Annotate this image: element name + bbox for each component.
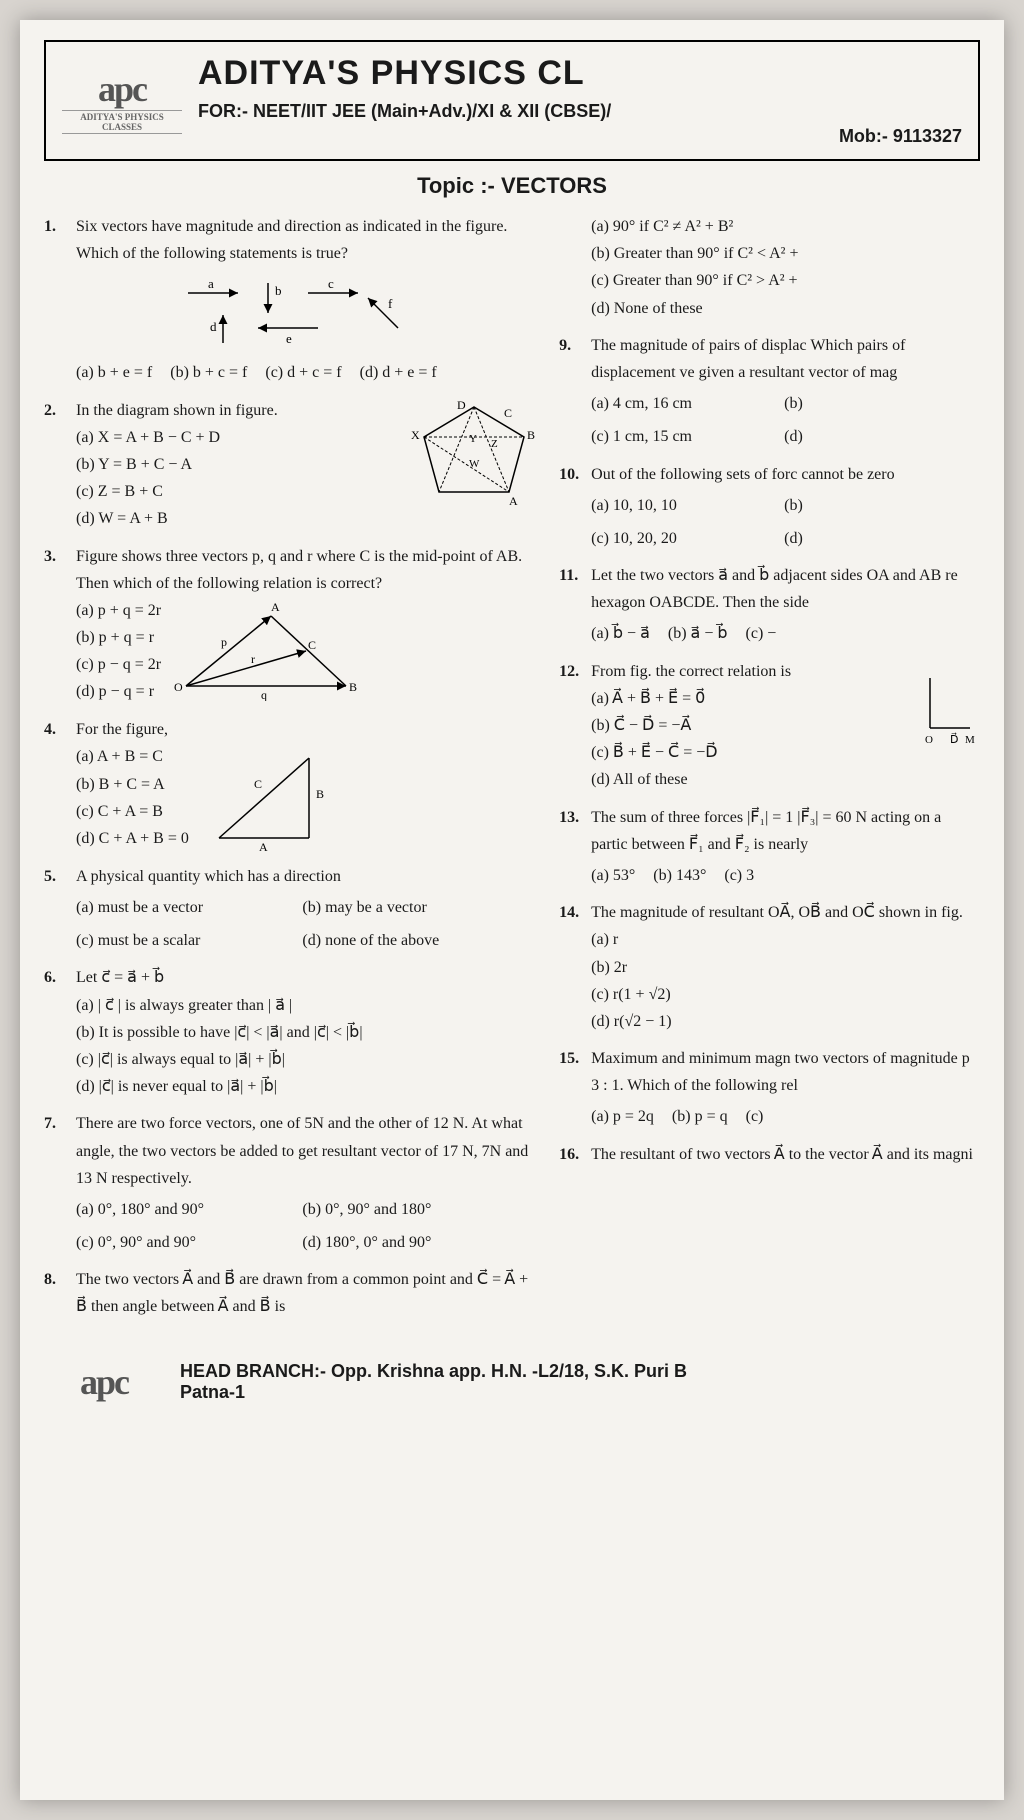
- q13-text: The sum of three forces |F⃗₁| = 1 |F⃗₃| …: [591, 804, 980, 858]
- question-10: 10. Out of the following sets of forc ca…: [559, 461, 980, 553]
- svg-text:O: O: [174, 680, 183, 694]
- six-vectors-icon: a b c d e f: [168, 273, 448, 353]
- q8-text: The two vectors A⃗ and B⃗ are drawn from…: [76, 1266, 539, 1320]
- q8-opts: (a) 90° if C² ≠ A² + B² (b) Greater than…: [559, 213, 980, 322]
- svg-text:d: d: [210, 319, 217, 334]
- question-7: 7. There are two force vectors, one of 5…: [44, 1110, 539, 1256]
- q14-text: The magnitude of resultant OA⃗, OB⃗ and …: [591, 899, 980, 926]
- q4-text: For the figure,: [76, 716, 539, 743]
- svg-text:O: O: [925, 734, 933, 746]
- question-13: 13. The sum of three forces |F⃗₁| = 1 |F…: [559, 804, 980, 890]
- topic-heading: Topic :- VECTORS: [44, 173, 980, 199]
- q12-text: From fig. the correct relation is: [591, 658, 912, 685]
- footer-logo: apc: [44, 1361, 164, 1403]
- svg-text:D: D: [457, 398, 466, 412]
- svg-text:X: X: [411, 428, 420, 442]
- question-2: 2. In the diagram shown in figure. (a) X…: [44, 397, 539, 533]
- question-11: 11. Let the two vectors a⃗ and b⃗ adjace…: [559, 562, 980, 648]
- question-5: 5. A physical quantity which has a direc…: [44, 863, 539, 955]
- question-8: 8. The two vectors A⃗ and B⃗ are drawn f…: [44, 1266, 539, 1320]
- svg-text:A: A: [271, 601, 280, 614]
- question-12: 12. From fig. the correct relation is (a…: [559, 658, 980, 794]
- svg-text:B: B: [349, 680, 357, 694]
- svg-text:b: b: [275, 283, 282, 298]
- question-4: 4. For the figure, (a) A + B = C (b) B +…: [44, 716, 539, 853]
- svg-text:B: B: [527, 428, 535, 442]
- mobile-number: Mob:- 9113327: [198, 126, 962, 147]
- question-9: 9. The magnitude of pairs of displac Whi…: [559, 332, 980, 451]
- logo: apc ADITYA'S PHYSICS CLASSES: [62, 68, 182, 134]
- svg-text:r: r: [251, 652, 255, 666]
- svg-text:c: c: [328, 276, 334, 291]
- subtitle: FOR:- NEET/IIT JEE (Main+Adv.)/XI & XII …: [198, 101, 962, 122]
- left-column: 1. Six vectors have magnitude and direct…: [44, 213, 539, 1331]
- q5-text: A physical quantity which has a directio…: [76, 863, 539, 890]
- svg-text:A: A: [259, 840, 268, 853]
- svg-text:A: A: [509, 494, 518, 507]
- svg-text:Y: Y: [469, 433, 477, 445]
- header-text: ADITYA'S PHYSICS CL FOR:- NEET/IIT JEE (…: [198, 54, 962, 147]
- q11-text: Let the two vectors a⃗ and b⃗ adjacent s…: [591, 562, 980, 616]
- header-box: apc ADITYA'S PHYSICS CLASSES ADITYA'S PH…: [44, 40, 980, 161]
- q10-text: Out of the following sets of forc cannot…: [591, 461, 980, 488]
- svg-text:Z: Z: [491, 438, 498, 450]
- svg-text:B: B: [316, 787, 324, 801]
- svg-text:f: f: [388, 296, 393, 311]
- svg-text:D⃗: D⃗: [950, 732, 958, 746]
- worksheet-page: apc ADITYA'S PHYSICS CLASSES ADITYA'S PH…: [20, 20, 1004, 1800]
- svg-text:C: C: [504, 406, 512, 420]
- svg-text:a: a: [208, 276, 214, 291]
- q1-opts: (a) b + e = f (b) b + c = f (c) d + c = …: [76, 359, 539, 386]
- footer-city: Patna-1: [180, 1382, 687, 1403]
- triangle-pqr-icon: A B O C p q r: [171, 601, 361, 701]
- q7-text: There are two force vectors, one of 5N a…: [76, 1110, 539, 1192]
- svg-text:q: q: [261, 688, 267, 701]
- q16-text: The resultant of two vectors A⃗ to the v…: [591, 1141, 980, 1168]
- q3-text: Figure shows three vectors p, q and r wh…: [76, 543, 539, 597]
- question-1: 1. Six vectors have magnitude and direct…: [44, 213, 539, 387]
- svg-text:e: e: [286, 331, 292, 346]
- main-title: ADITYA'S PHYSICS CL: [198, 54, 962, 93]
- question-15: 15. Maximum and minimum magn two vectors…: [559, 1045, 980, 1131]
- svg-text:p: p: [221, 635, 227, 649]
- q15-text: Maximum and minimum magn two vectors of …: [591, 1045, 980, 1099]
- svg-text:C: C: [254, 777, 262, 791]
- q2-text: In the diagram shown in figure.: [76, 397, 399, 424]
- q12-figure-icon: O D⃗ M: [920, 658, 980, 748]
- logo-text: apc: [62, 68, 182, 110]
- q1-text: Six vectors have magnitude and direction…: [76, 213, 539, 267]
- right-column: (a) 90° if C² ≠ A² + B² (b) Greater than…: [559, 213, 980, 1331]
- footer: apc HEAD BRANCH:- Opp. Krishna app. H.N.…: [44, 1361, 980, 1403]
- question-16: 16. The resultant of two vectors A⃗ to t…: [559, 1141, 980, 1168]
- question-3: 3. Figure shows three vectors p, q and r…: [44, 543, 539, 706]
- pentagon-icon: D B A X Y Z W C: [409, 397, 539, 507]
- q9-text: The magnitude of pairs of displac Which …: [591, 332, 980, 386]
- triangle-abc-icon: C B A: [199, 743, 339, 853]
- footer-address: HEAD BRANCH:- Opp. Krishna app. H.N. -L2…: [180, 1361, 687, 1382]
- logo-subtitle: ADITYA'S PHYSICS CLASSES: [62, 110, 182, 134]
- svg-text:C: C: [308, 638, 316, 652]
- content-columns: 1. Six vectors have magnitude and direct…: [44, 213, 980, 1331]
- question-14: 14. The magnitude of resultant OA⃗, OB⃗ …: [559, 899, 980, 1035]
- question-6: 6. Let c⃗ = a⃗ + b⃗ (a) | c⃗ | is always…: [44, 964, 539, 1100]
- q6-text: Let c⃗ = a⃗ + b⃗: [76, 964, 539, 991]
- q1-figure: a b c d e f: [76, 273, 539, 353]
- svg-text:M: M: [965, 734, 975, 746]
- svg-text:W: W: [469, 458, 480, 470]
